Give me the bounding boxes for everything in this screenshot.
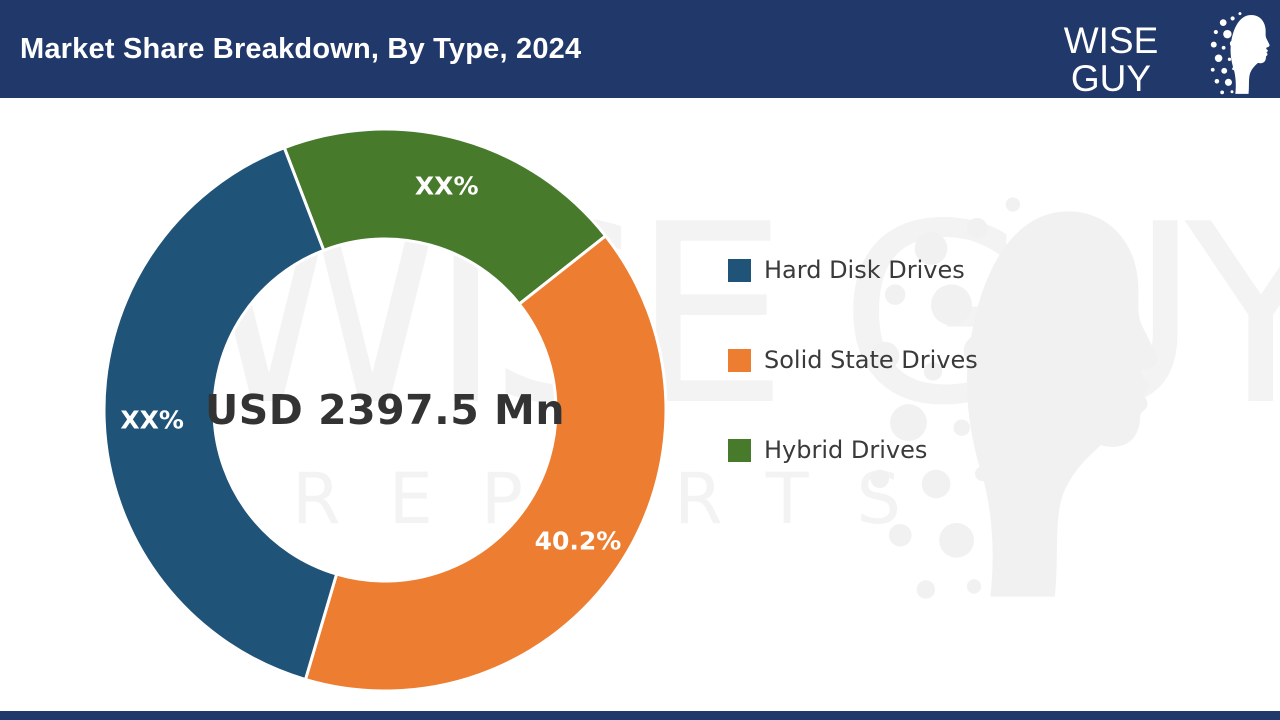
slice-label-hybrid-drives: XX% bbox=[415, 171, 479, 200]
slice-label-hard-disk-drives: XX% bbox=[120, 405, 184, 434]
chart-legend: Hard Disk Drives Solid State Drives Hybr… bbox=[728, 248, 978, 518]
chart-center-value: USD 2397.5 Mn bbox=[204, 386, 566, 434]
donut-chart: XX% 40.2% XX% bbox=[102, 127, 668, 693]
slice-label-solid-state-drives: 40.2% bbox=[535, 527, 622, 556]
footer-bar bbox=[0, 711, 1280, 720]
header-bar: Market Share Breakdown, By Type, 2024 WI… bbox=[0, 0, 1280, 133]
logo-text: WISE GUY R E P O R T S bbox=[1022, 20, 1200, 134]
watermark-face-icon bbox=[870, 197, 1158, 599]
legend-label: Solid State Drives bbox=[764, 346, 978, 374]
legend-item-hard-disk-drives: Hard Disk Drives bbox=[728, 248, 978, 292]
donut-segment-hybrid-drives bbox=[282, 127, 608, 306]
legend-swatch-icon bbox=[728, 348, 751, 372]
legend-swatch-icon bbox=[728, 438, 751, 462]
logo-subtitle: R E P O R T S bbox=[1039, 101, 1187, 133]
legend-swatch-icon bbox=[728, 258, 751, 282]
donut-segment-solid-state-drives bbox=[303, 234, 668, 693]
page-title: Market Share Breakdown, By Type, 2024 bbox=[20, 32, 582, 65]
logo-face-icon bbox=[1210, 12, 1270, 95]
logo-wordmark: WISE GUY bbox=[1063, 20, 1159, 99]
donut-segment-hard-disk-drives bbox=[102, 146, 339, 682]
legend-label: Hybrid Drives bbox=[764, 436, 928, 464]
legend-label: Hard Disk Drives bbox=[764, 256, 965, 284]
legend-item-hybrid-drives: Hybrid Drives bbox=[728, 428, 978, 472]
wise-guy-logo: WISE GUY R E P O R T S bbox=[1022, 6, 1272, 133]
legend-item-solid-state-drives: Solid State Drives bbox=[728, 338, 978, 382]
